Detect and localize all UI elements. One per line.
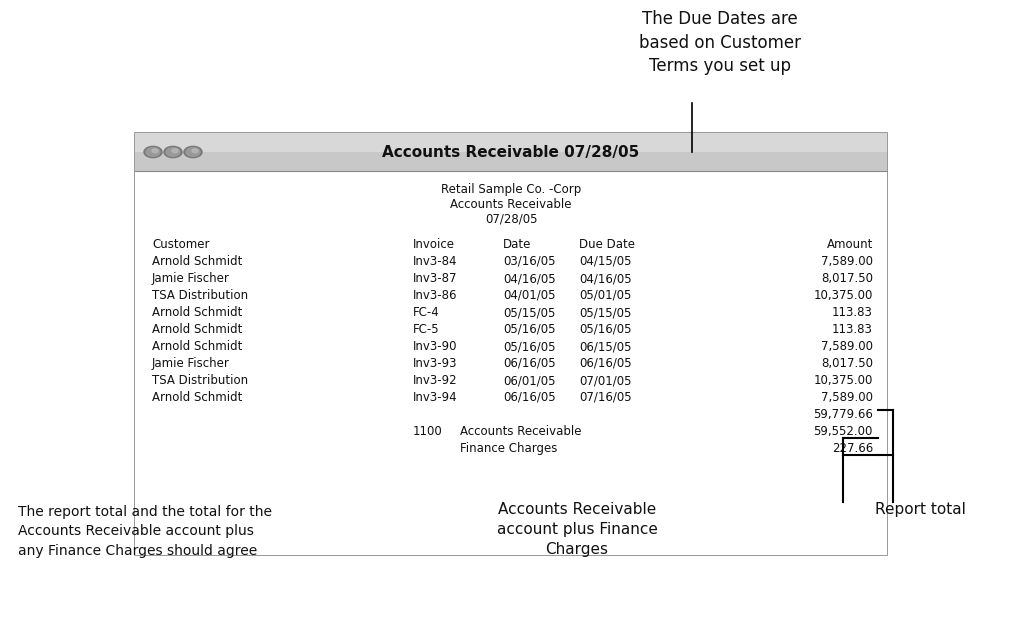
Text: Due Date: Due Date xyxy=(579,238,635,251)
Bar xyxy=(135,133,887,555)
Circle shape xyxy=(193,149,198,152)
Circle shape xyxy=(146,148,160,156)
Text: Inv3-84: Inv3-84 xyxy=(413,255,458,268)
Text: 227.66: 227.66 xyxy=(831,442,873,455)
Text: 05/16/05: 05/16/05 xyxy=(503,323,555,336)
Text: 06/01/05: 06/01/05 xyxy=(503,374,555,387)
Text: 8,017.50: 8,017.50 xyxy=(821,272,873,285)
Text: Date: Date xyxy=(503,238,531,251)
Text: Arnold Schmidt: Arnold Schmidt xyxy=(152,391,243,404)
Text: 8,017.50: 8,017.50 xyxy=(821,357,873,370)
Text: Inv3-92: Inv3-92 xyxy=(413,374,458,387)
Text: 7,589.00: 7,589.00 xyxy=(821,255,873,268)
Text: Inv3-86: Inv3-86 xyxy=(413,289,458,302)
Text: Accounts Receivable 07/28/05: Accounts Receivable 07/28/05 xyxy=(382,145,640,159)
Text: 06/16/05: 06/16/05 xyxy=(503,357,556,370)
Text: 113.83: 113.83 xyxy=(833,306,873,319)
Text: 07/01/05: 07/01/05 xyxy=(579,374,632,387)
Text: 06/16/05: 06/16/05 xyxy=(503,391,556,404)
Text: 05/15/05: 05/15/05 xyxy=(503,306,555,319)
Text: 04/01/05: 04/01/05 xyxy=(503,289,555,302)
Text: TSA Distribution: TSA Distribution xyxy=(152,374,248,387)
Bar xyxy=(135,171,887,555)
Text: Jamie Fischer: Jamie Fischer xyxy=(152,357,229,370)
Bar xyxy=(135,152,887,171)
Text: 05/01/05: 05/01/05 xyxy=(579,289,632,302)
Text: 05/15/05: 05/15/05 xyxy=(579,306,632,319)
Text: Inv3-93: Inv3-93 xyxy=(413,357,458,370)
Text: Jamie Fischer: Jamie Fischer xyxy=(152,272,229,285)
Text: Customer: Customer xyxy=(152,238,210,251)
Text: The report total and the total for the
Accounts Receivable account plus
any Fina: The report total and the total for the A… xyxy=(18,505,272,558)
Text: 113.83: 113.83 xyxy=(833,323,873,336)
Text: 07/16/05: 07/16/05 xyxy=(579,391,632,404)
Bar xyxy=(135,133,887,152)
Text: Arnold Schmidt: Arnold Schmidt xyxy=(152,323,243,336)
Text: Report total: Report total xyxy=(874,502,966,517)
Circle shape xyxy=(152,149,158,152)
Circle shape xyxy=(164,147,182,157)
Circle shape xyxy=(184,147,202,157)
Text: Inv3-90: Inv3-90 xyxy=(413,340,458,353)
Text: Inv3-87: Inv3-87 xyxy=(413,272,458,285)
Text: 04/15/05: 04/15/05 xyxy=(579,255,632,268)
Circle shape xyxy=(144,147,162,157)
Text: 06/16/05: 06/16/05 xyxy=(579,357,632,370)
Text: 10,375.00: 10,375.00 xyxy=(814,374,873,387)
Text: Finance Charges: Finance Charges xyxy=(460,442,557,455)
Text: 07/28/05: 07/28/05 xyxy=(484,213,538,226)
Text: Inv3-94: Inv3-94 xyxy=(413,391,458,404)
Text: 59,552.00: 59,552.00 xyxy=(814,425,873,438)
Text: Amount: Amount xyxy=(826,238,873,251)
Text: Accounts Receivable: Accounts Receivable xyxy=(460,425,582,438)
Text: Accounts Receivable
account plus Finance
Charges: Accounts Receivable account plus Finance… xyxy=(497,502,657,557)
Text: Arnold Schmidt: Arnold Schmidt xyxy=(152,340,243,353)
Text: 06/15/05: 06/15/05 xyxy=(579,340,632,353)
Text: 1100: 1100 xyxy=(413,425,442,438)
Text: 04/16/05: 04/16/05 xyxy=(579,272,632,285)
Text: Retail Sample Co. -Corp: Retail Sample Co. -Corp xyxy=(441,183,582,196)
Text: Invoice: Invoice xyxy=(413,238,455,251)
Circle shape xyxy=(166,148,180,156)
Text: Accounts Receivable: Accounts Receivable xyxy=(451,198,571,211)
Text: 04/16/05: 04/16/05 xyxy=(503,272,556,285)
Circle shape xyxy=(186,148,200,156)
Text: FC-5: FC-5 xyxy=(413,323,439,336)
Text: 10,375.00: 10,375.00 xyxy=(814,289,873,302)
Text: 7,589.00: 7,589.00 xyxy=(821,391,873,404)
Text: FC-4: FC-4 xyxy=(413,306,439,319)
Text: Arnold Schmidt: Arnold Schmidt xyxy=(152,306,243,319)
Text: 05/16/05: 05/16/05 xyxy=(579,323,632,336)
Text: 7,589.00: 7,589.00 xyxy=(821,340,873,353)
Text: Arnold Schmidt: Arnold Schmidt xyxy=(152,255,243,268)
Text: 03/16/05: 03/16/05 xyxy=(503,255,555,268)
Circle shape xyxy=(172,149,178,152)
Text: 59,779.66: 59,779.66 xyxy=(813,408,873,421)
Text: TSA Distribution: TSA Distribution xyxy=(152,289,248,302)
Text: 05/16/05: 05/16/05 xyxy=(503,340,555,353)
Text: The Due Dates are
based on Customer
Terms you set up: The Due Dates are based on Customer Term… xyxy=(639,10,801,76)
